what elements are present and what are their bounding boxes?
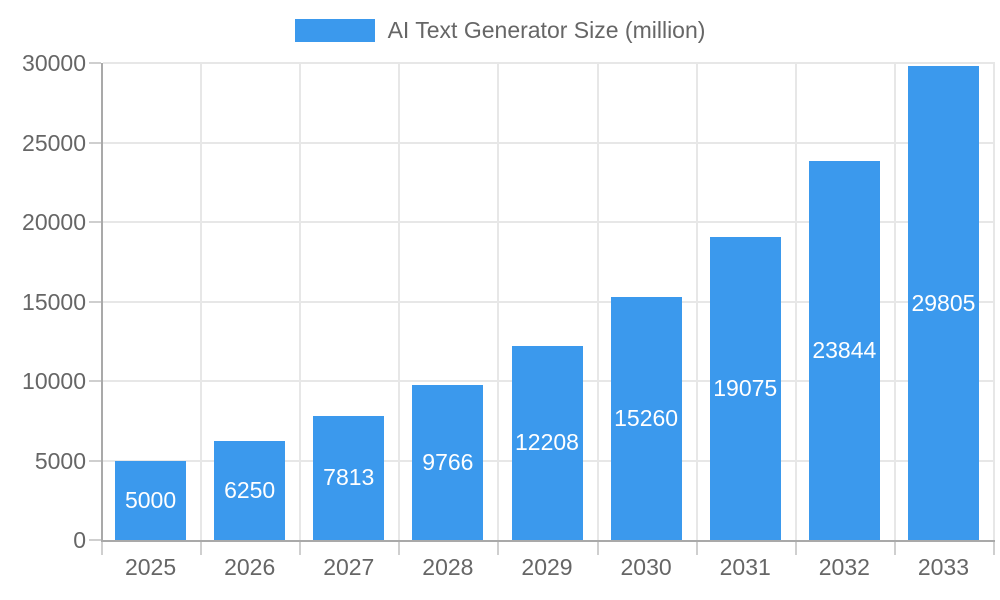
y-axis-tick-label: 0: [73, 527, 86, 553]
y-axis-tick: [89, 62, 101, 64]
horizontal-gridline: [103, 141, 995, 144]
bar: 7813: [313, 415, 385, 540]
bar-value-label: 23844: [812, 336, 877, 363]
plot-area: 5000 6250 7813 9766 12208 15260 19075 23844 2980…: [101, 62, 995, 542]
horizontal-gridline: [103, 221, 995, 224]
y-axis-tick-label: 30000: [22, 50, 86, 76]
x-axis-tick-label: 2033: [917, 554, 970, 580]
y-axis-tick-label: 25000: [22, 129, 86, 156]
bar: 29805: [907, 66, 979, 540]
x-axis-tick: [893, 542, 896, 555]
bar-value-label: 5000: [124, 486, 177, 513]
x-axis-tick-label: 2025: [124, 554, 177, 580]
bar: 12208: [511, 345, 583, 540]
bar-value-label: 12208: [515, 429, 579, 456]
legend-swatch-icon: [294, 19, 375, 42]
vertical-gridline: [497, 63, 500, 540]
x-axis-tick-label: 2027: [323, 554, 375, 580]
bar: 9766: [412, 384, 484, 540]
vertical-gridline: [695, 63, 698, 540]
x-axis-tick-label: 2032: [818, 554, 870, 580]
vertical-gridline: [993, 63, 995, 540]
x-axis-tick: [596, 542, 599, 555]
x-axis-tick: [299, 542, 302, 555]
vertical-gridline: [398, 63, 401, 540]
horizontal-gridline: [103, 300, 995, 303]
chart-legend[interactable]: AI Text Generator Size (million): [0, 17, 1000, 44]
bar-value-label: 7813: [323, 464, 375, 491]
x-axis-tick: [101, 542, 103, 555]
x-axis-tick: [200, 542, 203, 555]
x-axis-tick: [993, 542, 995, 555]
bar-value-label: 15260: [614, 405, 679, 432]
y-axis-tick-label: 15000: [22, 288, 86, 315]
x-axis-tick-label: 2028: [422, 554, 474, 580]
x-axis-tick-label: 2031: [719, 554, 771, 580]
bar: 23844: [808, 160, 880, 540]
legend-label: AI Text Generator Size (million): [387, 17, 706, 43]
horizontal-gridline: [103, 62, 995, 64]
bar: 5000: [115, 460, 187, 540]
x-axis-tick: [398, 542, 401, 555]
y-axis-tick: [89, 539, 101, 541]
vertical-gridline: [794, 63, 797, 540]
bar: 19075: [709, 236, 781, 540]
bar: 6250: [214, 440, 286, 540]
x-axis-tick: [794, 542, 797, 555]
vertical-gridline: [200, 63, 203, 540]
y-axis-tick: [89, 141, 101, 144]
y-axis-tick: [89, 459, 101, 462]
x-axis-tick-label: 2030: [620, 554, 672, 580]
y-axis-tick-label: 10000: [22, 368, 86, 394]
x-axis-tick: [695, 542, 698, 555]
bar-value-label: 9766: [422, 448, 474, 475]
y-axis-tick: [89, 221, 101, 223]
y-axis-tick: [89, 380, 101, 382]
x-axis-tick-label: 2026: [224, 554, 276, 580]
x-axis-tick: [497, 542, 500, 555]
bar: 15260: [610, 297, 682, 540]
bar-value-label: 19075: [713, 374, 778, 401]
y-axis-tick-label: 20000: [22, 209, 86, 235]
bar-value-label: 29805: [911, 289, 976, 316]
y-axis-tick-label: 5000: [34, 447, 86, 474]
bar-value-label: 6250: [224, 476, 276, 503]
x-axis-tick-label: 2029: [521, 554, 573, 580]
vertical-gridline: [893, 63, 896, 540]
vertical-gridline: [596, 63, 599, 540]
y-axis-tick: [89, 300, 101, 303]
vertical-gridline: [299, 63, 302, 540]
